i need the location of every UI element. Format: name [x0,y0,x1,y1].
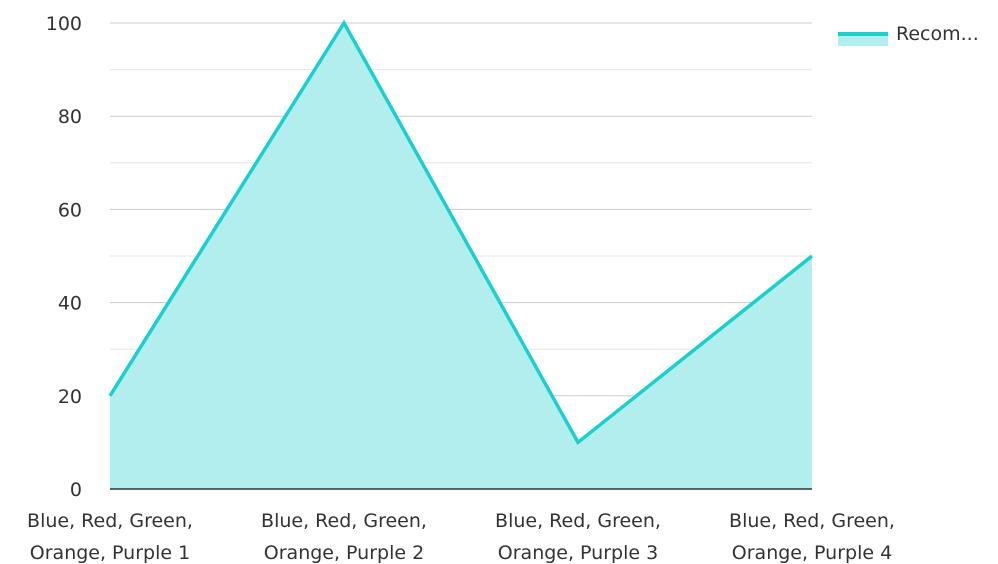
legend[interactable]: Recom... [838,22,979,46]
y-tick-label: 0 [70,479,82,501]
x-category-label-line: Blue, Red, Green, [261,510,427,532]
legend-swatch-fill [838,34,888,46]
x-category-label-line: Orange, Purple 1 [30,542,190,564]
x-category-label: Blue, Red, Green, Orange, Purple 1 [27,510,193,564]
y-tick-label: 20 [58,386,82,408]
x-category-label-line: Orange, Purple 2 [264,542,424,564]
legend-label: Recom... [896,23,979,45]
x-category-label-line: Orange, Purple 4 [732,542,892,564]
y-tick-label: 60 [58,199,82,221]
series-line [108,19,814,446]
y-axis-tick-labels: 0 20 40 60 80 100 [46,13,82,501]
x-category-label-line: Blue, Red, Green, [729,510,895,532]
y-tick-label: 40 [58,293,82,315]
x-category-label: Blue, Red, Green, Orange, Purple 4 [729,510,895,564]
legend-swatch [838,22,888,46]
y-tick-label: 100 [46,13,82,35]
legend-swatch-line [838,32,888,36]
x-category-label-line: Orange, Purple 3 [498,542,658,564]
series-area-fill [110,23,812,489]
y-tick-label: 80 [58,106,82,128]
x-category-label-line: Blue, Red, Green, [27,510,193,532]
x-category-label-line: Blue, Red, Green, [495,510,661,532]
x-category-label: Blue, Red, Green, Orange, Purple 2 [261,510,427,564]
series-area-layer [108,19,814,490]
x-category-label: Blue, Red, Green, Orange, Purple 3 [495,510,661,564]
